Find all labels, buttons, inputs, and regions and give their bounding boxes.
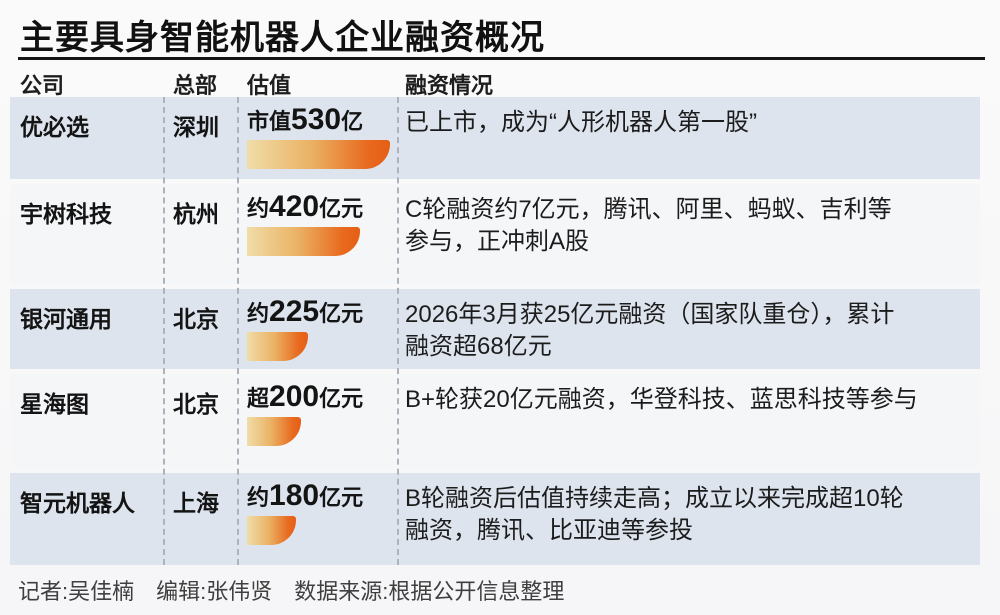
hq-city: 杭州: [173, 201, 219, 227]
valuation-cell: 市值 530 亿: [237, 97, 397, 179]
valuation-prefix: 超: [247, 386, 270, 411]
column-header-hq: 总部: [173, 73, 218, 98]
valuation-label: 超 200 亿元: [247, 381, 397, 413]
table-row: 优必选 深圳 市值 530 亿 已上市，成为“人形机器人第一股”: [10, 97, 980, 179]
financing-line: 参与，正冲刺A股: [405, 228, 590, 255]
valuation-prefix: 约: [247, 196, 270, 221]
column-header-financing: 融资情况: [405, 73, 494, 98]
valuation-label: 约 180 亿元: [247, 480, 397, 512]
valuation-bar: [247, 516, 296, 545]
company-name: 智元机器人: [20, 490, 135, 516]
financing-line: 已上市，成为“人形机器人第一股”: [405, 109, 757, 136]
financing-line: 融资，腾讯、比亚迪等参投: [405, 517, 693, 544]
valuation-prefix: 约: [247, 485, 270, 510]
company-name: 银河通用: [20, 306, 112, 332]
hq-city: 北京: [173, 391, 219, 417]
financing-cell: 已上市，成为“人形机器人第一股”: [397, 97, 980, 179]
valuation-cell: 超 200 亿元: [237, 374, 397, 468]
financing-cell: B轮融资后估值持续走高；成立以来完成超10轮 融资，腾讯、比亚迪等参投: [397, 473, 980, 565]
hq-city: 北京: [173, 306, 219, 332]
table-row: 智元机器人 上海 约 180 亿元 B轮融资后估值持续走高；成立以来完成超10轮 融…: [10, 473, 980, 565]
company-name: 星海图: [20, 391, 89, 417]
valuation-prefix: 约: [247, 301, 270, 326]
financing-line: B+轮获20亿元融资，华登科技、蓝思科技等参与: [405, 386, 918, 413]
table-row: 星海图 北京 超 200 亿元 B+轮获20亿元融资，华登科技、蓝思科技等参与: [10, 374, 980, 468]
credits-footer: 记者:吴佳楠 编辑:张伟贤 数据来源:根据公开信息整理: [18, 574, 564, 606]
financing-line: C轮融资约7亿元，腾讯、阿里、蚂蚁、吉利等: [405, 196, 892, 223]
valuation-cell: 约 225 亿元: [237, 289, 397, 369]
valuation-number: 200: [269, 380, 320, 413]
valuation-label: 约 420 亿元: [247, 191, 397, 223]
valuation-cell: 约 420 亿元: [237, 184, 397, 284]
table-header-row: 公司 总部 估值 融资情况: [10, 64, 980, 100]
title-underline: [18, 57, 985, 60]
valuation-suffix: 亿元: [319, 301, 364, 326]
table-body: 优必选 深圳 市值 530 亿 已上市，成为“人形机器人第一股” 宇树科技 杭州 约…: [10, 97, 980, 565]
company-name: 优必选: [20, 114, 89, 140]
column-header-valuation: 估值: [247, 73, 292, 98]
column-separator: [163, 97, 165, 565]
valuation-bar: [247, 332, 308, 361]
table-row: 银河通用 北京 约 225 亿元 2026年3月获25亿元融资（国家队重仓），累计 …: [10, 289, 980, 369]
valuation-suffix: 亿元: [319, 386, 364, 411]
valuation-bar: [247, 140, 390, 169]
valuation-suffix: 亿元: [319, 196, 364, 221]
page-title: 主要具身智能机器人企业融资概况: [20, 19, 545, 57]
column-header-company: 公司: [20, 73, 65, 98]
editor-credit: 编辑:张伟贤: [156, 579, 273, 604]
valuation-label: 市值 530 亿: [247, 104, 397, 136]
column-separator: [397, 97, 399, 565]
company-name: 宇树科技: [20, 201, 112, 227]
data-source-note: 数据来源:根据公开信息整理: [294, 579, 565, 604]
hq-city: 深圳: [173, 114, 219, 140]
valuation-prefix: 市值: [247, 109, 292, 134]
column-separator: [237, 97, 239, 565]
valuation-number: 530: [291, 103, 342, 136]
table-row: 宇树科技 杭州 约 420 亿元 C轮融资约7亿元，腾讯、阿里、蚂蚁、吉利等 参与，…: [10, 184, 980, 284]
valuation-suffix: 亿: [341, 109, 364, 134]
financing-line: 融资超68亿元: [405, 333, 552, 360]
valuation-number: 420: [269, 190, 320, 223]
valuation-bar: [247, 227, 360, 256]
financing-line: 2026年3月获25亿元融资（国家队重仓），累计: [405, 301, 895, 328]
valuation-cell: 约 180 亿元: [237, 473, 397, 565]
valuation-suffix: 亿元: [319, 485, 364, 510]
hq-city: 上海: [173, 490, 219, 516]
valuation-number: 180: [269, 479, 320, 512]
reporter-credit: 记者:吴佳楠: [18, 579, 135, 604]
valuation-number: 225: [269, 295, 320, 328]
valuation-label: 约 225 亿元: [247, 296, 397, 328]
financing-cell: C轮融资约7亿元，腾讯、阿里、蚂蚁、吉利等 参与，正冲刺A股: [397, 184, 980, 284]
financing-cell: 2026年3月获25亿元融资（国家队重仓），累计 融资超68亿元: [397, 289, 980, 369]
financing-cell: B+轮获20亿元融资，华登科技、蓝思科技等参与: [397, 374, 980, 468]
valuation-bar: [247, 417, 301, 446]
financing-line: B轮融资后估值持续走高；成立以来完成超10轮: [405, 485, 904, 512]
